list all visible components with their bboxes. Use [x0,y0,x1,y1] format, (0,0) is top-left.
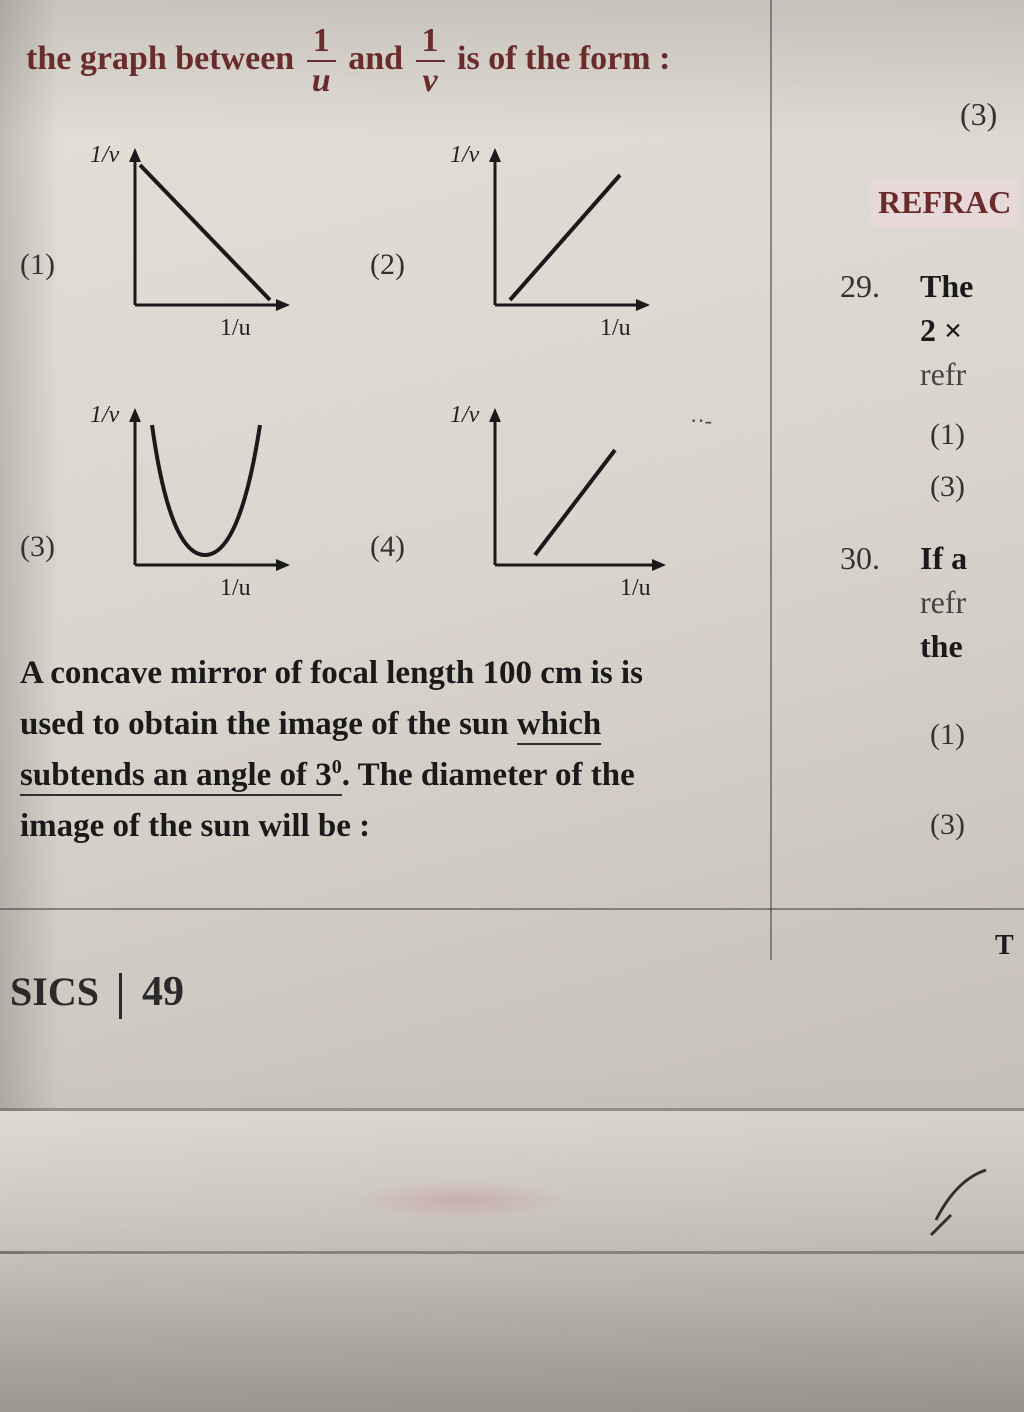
para-l4: image of the sun will be : [20,808,370,844]
stray-mark: ··- [690,408,712,434]
question-title: the graph between 1 u and 1 v is of the … [26,24,670,98]
footer-left: SICS [10,969,99,1014]
margin-sub1: (1) [930,418,965,452]
margin-bot3: (3) [930,808,965,842]
title-suffix: is of the form : [457,40,670,77]
frac-den: u [307,62,336,98]
q29-number: 29. [840,268,880,305]
option-3-label: (3) [20,530,55,564]
margin-bot1: (1) [930,718,965,752]
ylabel: 1/v [450,402,480,428]
footer: SICS 49 [10,968,184,1019]
q30-l3: the [920,628,963,665]
pink-smudge [350,1180,570,1220]
q29-l3: refr [920,356,966,393]
para-l2b: which [517,706,601,745]
title-prefix: the graph between [26,40,294,77]
option-2-label: (2) [370,248,405,282]
frac-den: v [416,62,445,98]
margin-sub3: (3) [930,470,965,504]
q29-l2: 2 × [920,312,962,349]
para-l3b: . The diameter of the [342,757,635,793]
footer-bar-icon [119,973,122,1019]
q30-l2: refr [920,584,966,621]
q30-l1: If a [920,540,967,577]
margin-t: T [995,930,1014,962]
footer-right: 49 [142,969,184,1015]
xlabel: 1/u [620,575,651,600]
option-1-label: (1) [20,248,55,282]
footer-rule [0,908,1024,910]
para-l2a: used to obtain the image of the sun [20,706,517,742]
fraction-1-over-u: 1 u [307,24,336,98]
frac-num: 1 [307,24,336,62]
xlabel: 1/u [220,315,251,340]
corner-shape [926,1150,1006,1245]
title-mid: and [348,40,403,77]
question-paragraph: A concave mirror of focal length 100 cm … [20,648,760,853]
degree-sup: 0 [332,756,342,778]
refrac-heading: REFRAC [870,178,1019,227]
lower-sheet-2 [0,1254,1024,1412]
option-4-label: (4) [370,530,405,564]
column-separator [770,0,772,960]
page: the graph between 1 u and 1 v is of the … [0,0,1024,1412]
ylabel: 1/v [450,142,480,168]
graph-option-3: 1/v 1/u [90,400,290,605]
q30-number: 30. [840,540,880,577]
ylabel: 1/v [90,142,120,168]
para-l3a: subtends an angle of 3 [20,757,332,793]
graph-option-4: 1/v 1/u [450,400,670,605]
q29-l1: The [920,268,973,305]
graph-option-2: 1/v 1/u [450,140,650,345]
xlabel: 1/u [220,575,251,600]
ylabel: 1/v [90,402,120,428]
para-l1: A concave mirror of focal length 100 cm … [20,655,643,691]
xlabel: 1/u [600,315,631,340]
frac-num: 1 [416,24,445,62]
fraction-1-over-v: 1 v [416,24,445,98]
margin-opt3: (3) [960,96,997,133]
graph-option-1: 1/v 1/u [90,140,290,345]
